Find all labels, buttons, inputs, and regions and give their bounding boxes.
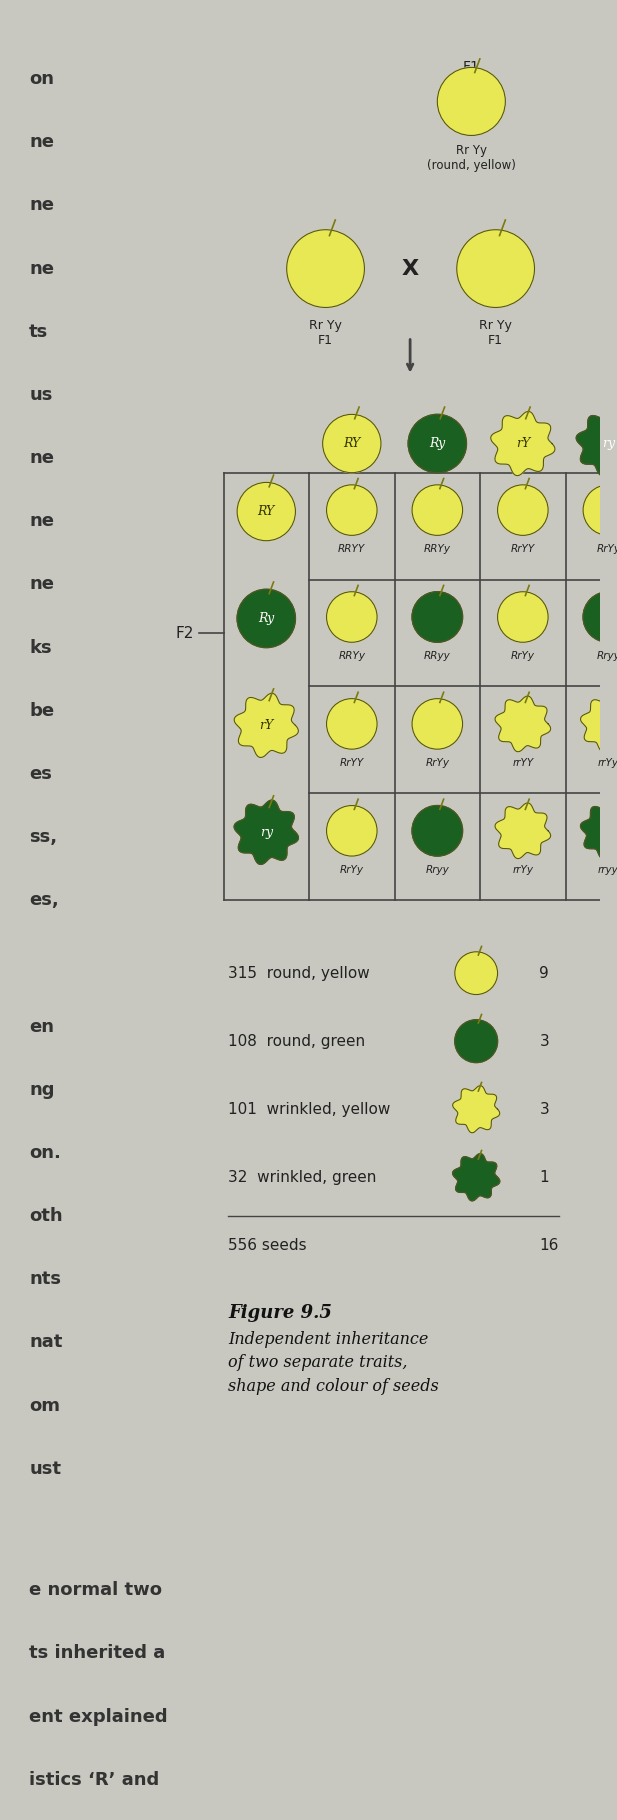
Circle shape bbox=[326, 806, 377, 855]
Circle shape bbox=[323, 415, 381, 473]
Text: ne: ne bbox=[29, 260, 54, 278]
Text: 556 seeds: 556 seeds bbox=[228, 1238, 307, 1252]
Text: oth: oth bbox=[29, 1207, 63, 1225]
Text: 3: 3 bbox=[539, 1101, 549, 1117]
Polygon shape bbox=[453, 1087, 500, 1132]
Text: ss,: ss, bbox=[29, 828, 57, 846]
Text: ust: ust bbox=[29, 1460, 61, 1478]
Text: 3: 3 bbox=[539, 1034, 549, 1048]
Text: nat: nat bbox=[29, 1334, 62, 1352]
Circle shape bbox=[412, 806, 463, 855]
Text: om: om bbox=[29, 1396, 60, 1414]
Circle shape bbox=[455, 952, 497, 994]
Text: ne: ne bbox=[29, 450, 54, 468]
Text: F1: F1 bbox=[463, 60, 480, 73]
Text: us: us bbox=[29, 386, 52, 404]
Text: F2: F2 bbox=[176, 626, 194, 641]
Text: Figure 9.5: Figure 9.5 bbox=[228, 1303, 332, 1321]
Polygon shape bbox=[453, 1154, 500, 1201]
Circle shape bbox=[455, 1019, 497, 1063]
Text: es: es bbox=[29, 764, 52, 783]
Text: RRYy: RRYy bbox=[424, 544, 451, 553]
Text: Independent inheritance
of two separate traits,
shape and colour of seeds: Independent inheritance of two separate … bbox=[228, 1330, 439, 1394]
Text: RRYy: RRYy bbox=[338, 652, 365, 661]
Circle shape bbox=[412, 699, 463, 750]
Text: Rr Yy
F1: Rr Yy F1 bbox=[309, 318, 342, 348]
Text: e normal two: e normal two bbox=[29, 1582, 162, 1600]
Text: Rr Yy
F1: Rr Yy F1 bbox=[479, 318, 512, 348]
Text: 101  wrinkled, yellow: 101 wrinkled, yellow bbox=[228, 1101, 391, 1117]
Text: rrYY: rrYY bbox=[512, 757, 534, 768]
Text: 315  round, yellow: 315 round, yellow bbox=[228, 966, 370, 981]
Circle shape bbox=[497, 484, 548, 535]
Circle shape bbox=[408, 415, 466, 473]
Circle shape bbox=[237, 482, 296, 541]
Text: 32  wrinkled, green: 32 wrinkled, green bbox=[228, 1170, 377, 1185]
Polygon shape bbox=[495, 695, 550, 752]
Text: be: be bbox=[29, 703, 54, 719]
Text: 16: 16 bbox=[539, 1238, 559, 1252]
Text: rY: rY bbox=[516, 437, 530, 450]
Circle shape bbox=[287, 229, 365, 308]
Text: RRYY: RRYY bbox=[338, 544, 365, 553]
Polygon shape bbox=[234, 693, 299, 757]
Text: 108  round, green: 108 round, green bbox=[228, 1034, 365, 1048]
Text: ts inherited a: ts inherited a bbox=[29, 1645, 165, 1662]
Text: on.: on. bbox=[29, 1145, 61, 1161]
Polygon shape bbox=[495, 803, 550, 859]
Text: rryy: rryy bbox=[598, 864, 617, 875]
Text: istics ‘R’ and: istics ‘R’ and bbox=[29, 1771, 159, 1789]
Circle shape bbox=[326, 592, 377, 642]
Text: RrYy: RrYy bbox=[340, 864, 364, 875]
Text: ent explained: ent explained bbox=[29, 1707, 168, 1725]
Text: rrYy: rrYy bbox=[512, 864, 533, 875]
Text: RY: RY bbox=[343, 437, 360, 450]
Text: RrYy: RrYy bbox=[597, 544, 617, 553]
Text: on: on bbox=[29, 71, 54, 87]
Circle shape bbox=[326, 699, 377, 750]
Text: ks: ks bbox=[29, 639, 52, 657]
Text: RY: RY bbox=[258, 506, 275, 519]
Circle shape bbox=[437, 67, 505, 135]
Circle shape bbox=[457, 229, 534, 308]
Text: Ry: Ry bbox=[258, 612, 275, 624]
Text: Ry: Ry bbox=[429, 437, 445, 450]
Text: ne: ne bbox=[29, 575, 54, 593]
Circle shape bbox=[412, 484, 463, 535]
Text: rrYy: rrYy bbox=[598, 757, 617, 768]
Circle shape bbox=[583, 592, 617, 642]
Text: 9: 9 bbox=[539, 966, 549, 981]
Text: Rryy: Rryy bbox=[426, 864, 449, 875]
Text: RrYy: RrYy bbox=[425, 757, 449, 768]
Text: rY: rY bbox=[259, 719, 273, 732]
Polygon shape bbox=[581, 803, 617, 859]
Polygon shape bbox=[581, 695, 617, 752]
Text: RRyy: RRyy bbox=[424, 652, 450, 661]
Circle shape bbox=[326, 484, 377, 535]
Text: Rryy: Rryy bbox=[597, 652, 617, 661]
Text: RrYY: RrYY bbox=[511, 544, 535, 553]
Circle shape bbox=[237, 590, 296, 648]
Circle shape bbox=[412, 592, 463, 642]
Circle shape bbox=[497, 592, 548, 642]
Text: ne: ne bbox=[29, 197, 54, 215]
Polygon shape bbox=[234, 801, 299, 864]
Text: nts: nts bbox=[29, 1270, 61, 1289]
Text: RrYy: RrYy bbox=[511, 652, 535, 661]
Text: ry: ry bbox=[602, 437, 615, 450]
Text: es,: es, bbox=[29, 892, 59, 910]
Circle shape bbox=[583, 484, 617, 535]
Text: RrYY: RrYY bbox=[340, 757, 364, 768]
Text: ne: ne bbox=[29, 133, 54, 151]
Text: en: en bbox=[29, 1017, 54, 1036]
Polygon shape bbox=[491, 411, 555, 475]
Text: Rr Yy
(round, yellow): Rr Yy (round, yellow) bbox=[427, 144, 516, 173]
Text: ng: ng bbox=[29, 1081, 55, 1099]
Text: X: X bbox=[402, 258, 419, 278]
Text: 1: 1 bbox=[539, 1170, 549, 1185]
Text: ts: ts bbox=[29, 322, 48, 340]
Polygon shape bbox=[576, 411, 617, 475]
Text: ry: ry bbox=[260, 826, 273, 839]
Text: ne: ne bbox=[29, 511, 54, 530]
